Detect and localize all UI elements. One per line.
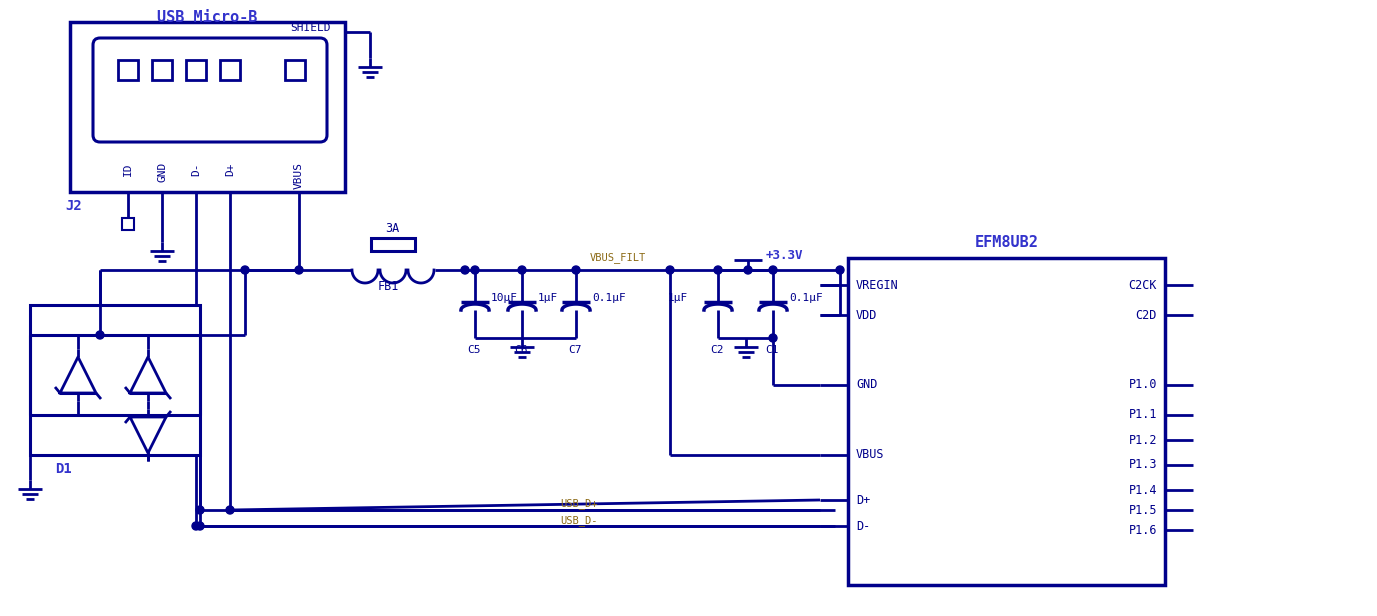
Text: GND: GND xyxy=(856,378,877,392)
Circle shape xyxy=(571,266,580,274)
Circle shape xyxy=(768,266,777,274)
Text: 3A: 3A xyxy=(386,222,399,235)
Bar xyxy=(848,258,1165,585)
Circle shape xyxy=(666,266,673,274)
FancyBboxPatch shape xyxy=(94,38,326,142)
Text: USB_D-: USB_D- xyxy=(560,516,598,527)
Text: C7: C7 xyxy=(567,345,581,355)
Text: C2D: C2D xyxy=(1136,309,1157,322)
Bar xyxy=(370,238,414,251)
Text: D-: D- xyxy=(856,519,870,532)
Text: 0.1μF: 0.1μF xyxy=(789,293,822,303)
Circle shape xyxy=(836,266,844,274)
Text: C2: C2 xyxy=(711,345,723,355)
Circle shape xyxy=(768,334,777,342)
Polygon shape xyxy=(129,417,167,453)
Text: D-: D- xyxy=(191,162,201,176)
Bar xyxy=(285,60,304,80)
Circle shape xyxy=(715,266,722,274)
Circle shape xyxy=(744,266,752,274)
Circle shape xyxy=(226,506,234,514)
Text: P1.1: P1.1 xyxy=(1129,408,1157,421)
Bar xyxy=(123,218,134,230)
Circle shape xyxy=(518,266,526,274)
Circle shape xyxy=(471,266,479,274)
Text: P1.3: P1.3 xyxy=(1129,458,1157,471)
Bar xyxy=(220,60,240,80)
Bar xyxy=(70,22,346,192)
Text: 1μF: 1μF xyxy=(538,293,558,303)
Text: C6: C6 xyxy=(514,345,527,355)
Text: VBUS: VBUS xyxy=(856,448,884,461)
Circle shape xyxy=(191,522,200,530)
Circle shape xyxy=(196,506,204,514)
Text: 10μF: 10μF xyxy=(492,293,518,303)
Text: P1.5: P1.5 xyxy=(1129,503,1157,516)
Bar xyxy=(30,305,200,455)
Text: C2CK: C2CK xyxy=(1129,278,1157,291)
Text: 0.1μF: 0.1μF xyxy=(592,293,625,303)
Bar xyxy=(118,60,138,80)
Text: GND: GND xyxy=(157,162,167,182)
Text: USB_D+: USB_D+ xyxy=(560,498,598,509)
Text: P1.6: P1.6 xyxy=(1129,524,1157,537)
Text: P1.2: P1.2 xyxy=(1129,434,1157,447)
Circle shape xyxy=(461,266,470,274)
Text: P1.4: P1.4 xyxy=(1129,484,1157,496)
Text: 1μF: 1μF xyxy=(668,293,688,303)
Circle shape xyxy=(96,331,105,339)
Bar xyxy=(186,60,207,80)
Text: USB Micro-B: USB Micro-B xyxy=(157,10,257,25)
Polygon shape xyxy=(61,357,96,393)
Polygon shape xyxy=(129,357,167,393)
Text: C5: C5 xyxy=(467,345,481,355)
Text: D1: D1 xyxy=(55,462,72,476)
Text: D+: D+ xyxy=(856,493,870,506)
Text: EFM8UB2: EFM8UB2 xyxy=(975,235,1038,249)
Text: D+: D+ xyxy=(224,162,235,176)
Text: P1.0: P1.0 xyxy=(1129,378,1157,392)
Text: VDD: VDD xyxy=(856,309,877,322)
Text: +3.3V: +3.3V xyxy=(766,248,804,262)
Text: FB1: FB1 xyxy=(379,280,399,293)
Circle shape xyxy=(295,266,303,274)
Text: VREGIN: VREGIN xyxy=(856,278,899,291)
Circle shape xyxy=(241,266,249,274)
Bar xyxy=(151,60,172,80)
Text: VBUS: VBUS xyxy=(295,162,304,189)
Text: VBUS_FILT: VBUS_FILT xyxy=(589,253,646,264)
Text: SHIELD: SHIELD xyxy=(291,23,330,33)
Circle shape xyxy=(196,522,204,530)
Text: C1: C1 xyxy=(766,345,778,355)
Text: J2: J2 xyxy=(65,199,81,213)
Text: ID: ID xyxy=(123,162,134,176)
